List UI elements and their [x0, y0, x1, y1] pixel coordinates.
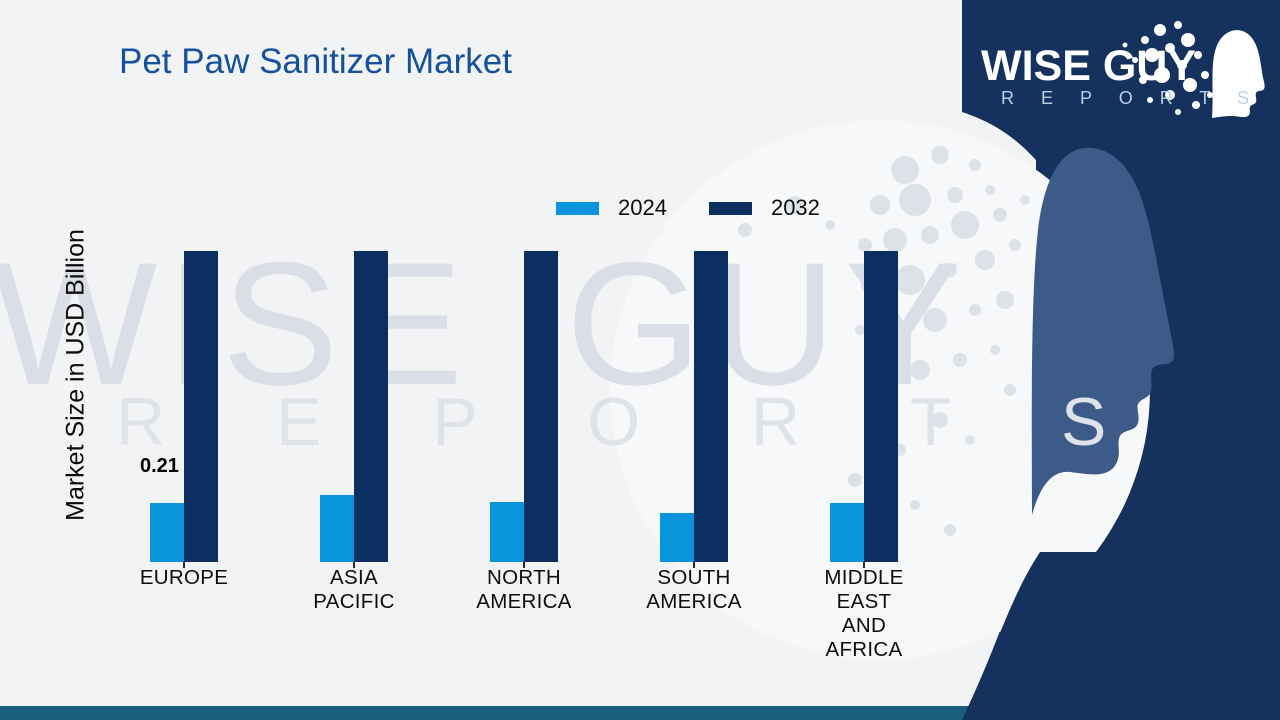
bar-2032-middle-east-and-africa [864, 251, 898, 562]
bar-2024-asia-pacific [320, 495, 354, 562]
logo-reports: R E P O R T S [1001, 88, 1261, 108]
bar-2024-south-america [660, 513, 694, 562]
logo-wordmark: WISE GUY [981, 42, 1197, 90]
category-label-north-america: NORTH AMERICA [476, 566, 572, 613]
legend-label-2032: 2032 [770, 195, 820, 220]
category-label-asia-pacific: ASIA PACIFIC [313, 566, 395, 613]
legend-item-2024: 2024 [556, 195, 667, 221]
category-label-middle-east-and-africa: MIDDLE EAST AND AFRICA [824, 566, 904, 661]
axis-tick-asia-pacific [353, 562, 355, 568]
bar-2024-north-america [490, 502, 524, 562]
axis-tick-europe [183, 562, 185, 568]
legend-label-2024: 2024 [618, 195, 667, 220]
axis-tick-north-america [523, 562, 525, 568]
logo-face-dots [1122, 21, 1213, 115]
legend-swatch-2024 [556, 201, 599, 215]
bar-2032-asia-pacific [354, 251, 388, 562]
value-label-europe: 0.21 [140, 455, 179, 477]
page-title: Pet Paw Sanitizer Market [119, 42, 512, 81]
logo-face-silhouette [1212, 30, 1265, 118]
watermark-wordmark: WISE GUY [0, 227, 970, 422]
category-label-europe: EUROPE [139, 566, 229, 589]
bottom-accent-strip [0, 706, 1280, 720]
legend: 2024 2032 [556, 195, 820, 221]
bar-2032-south-america [694, 251, 728, 562]
bar-2032-north-america [524, 251, 558, 562]
category-label-south-america: SOUTH AMERICA [646, 566, 742, 613]
bar-2024-europe [150, 503, 184, 562]
face-profile-silhouette [1031, 147, 1174, 515]
bar-2024-middle-east-and-africa [830, 503, 864, 562]
watermark-reports: R E P O R T S [116, 384, 1153, 460]
navy-bottom-corner [962, 552, 1280, 720]
axis-tick-middle-east-and-africa [863, 562, 865, 568]
legend-item-2032: 2032 [708, 195, 820, 221]
bar-2032-europe [184, 251, 218, 562]
circle-dot-texture [738, 146, 1030, 536]
legend-swatch-2032 [708, 201, 752, 215]
axis-tick-south-america [693, 562, 695, 568]
